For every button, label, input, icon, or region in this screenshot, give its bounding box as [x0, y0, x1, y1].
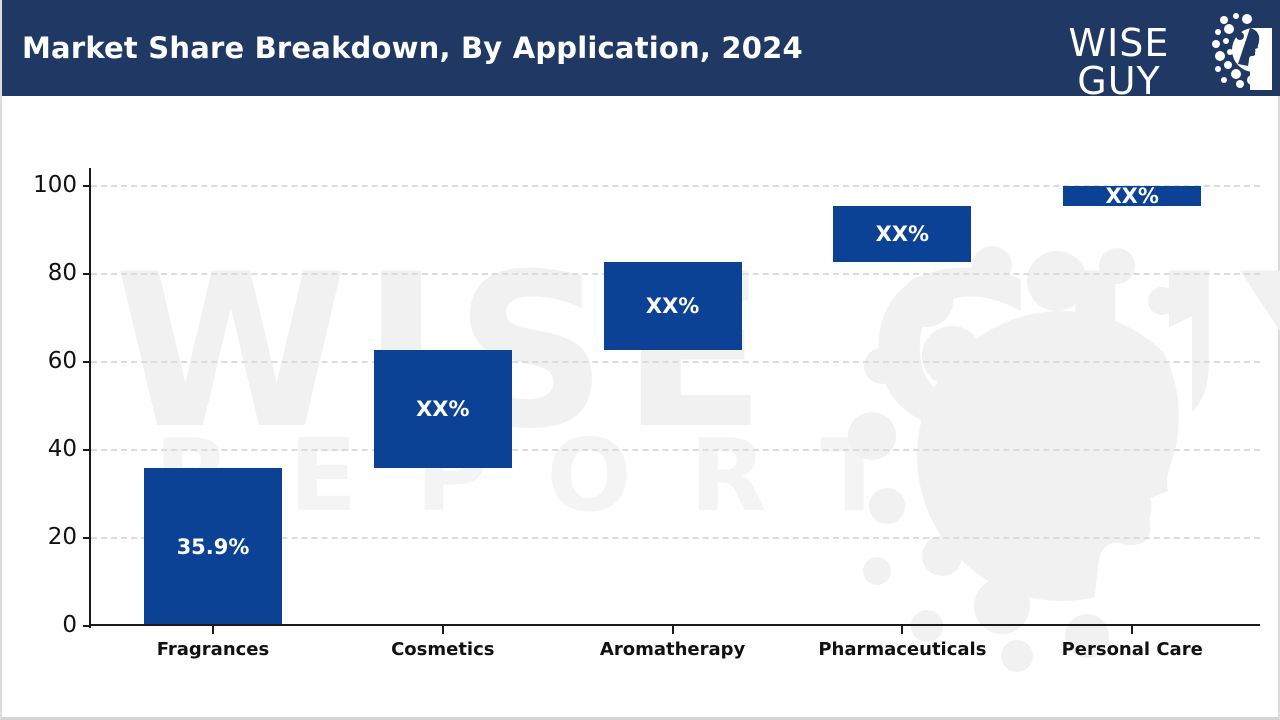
- y-tick-label-80: 80: [47, 260, 77, 286]
- x-tick-label-4: Personal Care: [1061, 639, 1203, 660]
- logo-line1: WISE GUY: [1068, 21, 1170, 103]
- bar-cosmetics: XX%: [373, 350, 512, 469]
- bar-value-label: XX%: [645, 294, 700, 319]
- y-tick-label-0: 0: [62, 612, 77, 638]
- logo-wordmark: WISE GUY REPORTS: [1028, 24, 1210, 119]
- y-tick-label-40: 40: [47, 436, 77, 462]
- y-tick-100: [83, 185, 91, 187]
- x-tick-4: [1131, 626, 1134, 634]
- bar-value-label: XX%: [1105, 183, 1159, 208]
- y-tick-label-60: 60: [47, 348, 77, 374]
- bar-value-label: XX%: [416, 397, 470, 422]
- y-tick-60: [83, 361, 91, 363]
- x-axis-line: [89, 624, 1260, 626]
- x-tick-label-2: Aromatherapy: [599, 639, 746, 660]
- watermark-head-icon: [848, 246, 1192, 672]
- header-bar: Market Share Breakdown, By Application, …: [2, 0, 1280, 119]
- gridline-100: [91, 185, 1260, 187]
- x-tick-1: [441, 626, 444, 634]
- bar-pharmaceuticals: XX%: [833, 205, 972, 263]
- y-axis-line: [89, 168, 91, 628]
- x-tick-label-0: Fragrances: [156, 639, 270, 660]
- chart-title: Market Share Breakdown, By Application, …: [22, 31, 803, 65]
- bar-value-label: XX%: [875, 221, 930, 246]
- x-tick-3: [901, 626, 904, 634]
- logo-line2: REPORTS: [1057, 103, 1185, 119]
- bar-aromatherapy: XX%: [603, 262, 742, 351]
- y-tick-label-100: 100: [33, 172, 77, 198]
- y-tick-80: [83, 273, 91, 275]
- y-tick-0: [83, 625, 91, 627]
- x-tick-0: [212, 626, 214, 634]
- bar-personal-care: XX%: [1063, 183, 1202, 208]
- x-tick-label-3: Pharmaceuticals: [818, 639, 987, 660]
- x-tick-label-1: Cosmetics: [391, 639, 495, 660]
- gridline-20: [91, 537, 1260, 539]
- gridline-40: [91, 449, 1260, 451]
- y-tick-20: [83, 537, 91, 539]
- y-tick-label-20: 20: [47, 524, 77, 550]
- wiseguy-logo: WISE GUY REPORTS: [1028, 8, 1272, 119]
- gridline-60: [91, 361, 1260, 363]
- bar-fragrances: 35.9%: [144, 468, 282, 626]
- bar-value-label: 35.9%: [176, 535, 250, 559]
- y-tick-40: [83, 449, 91, 451]
- chart-area: WISE GUY REPORTS 02040608010035.9%Fragra…: [2, 96, 1280, 720]
- wiseguy-head-icon: [1212, 13, 1272, 90]
- x-tick-2: [671, 626, 674, 634]
